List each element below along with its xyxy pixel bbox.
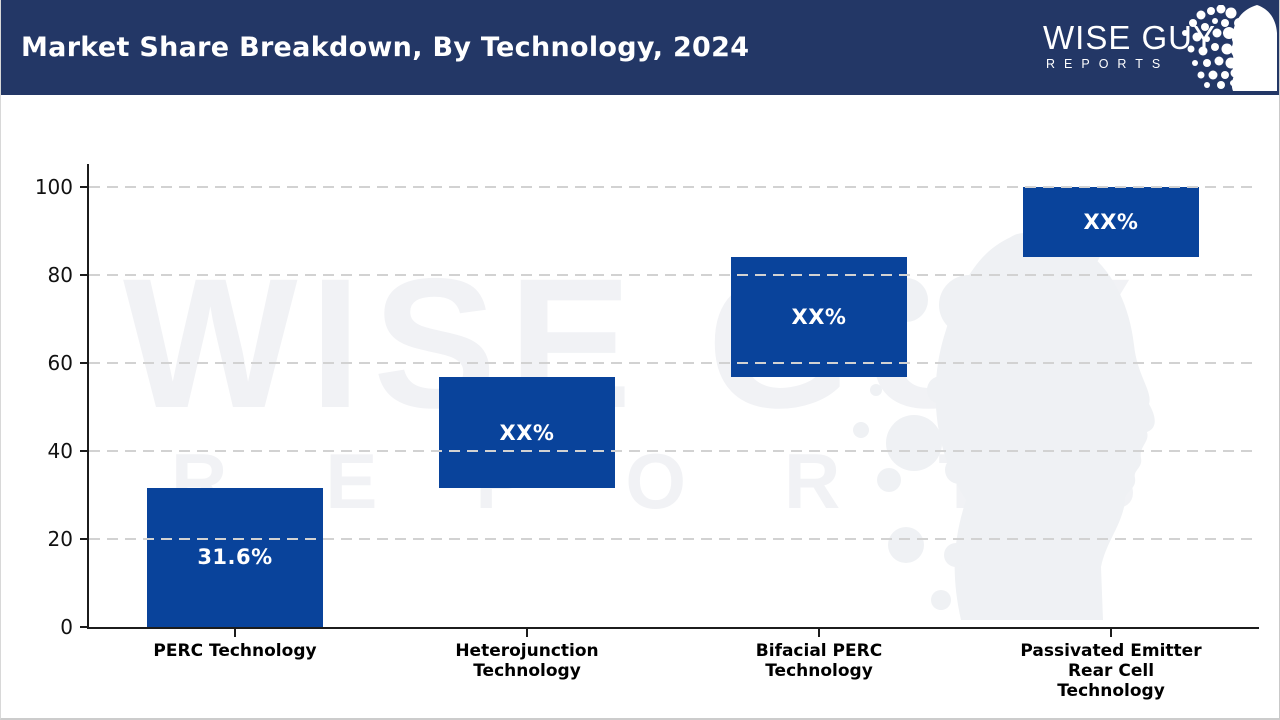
category-label-1: Heterojunction Technology — [377, 641, 677, 681]
y-tick-20 — [80, 538, 88, 540]
category-label-line: Passivated Emitter — [1020, 641, 1202, 661]
y-tick-label-80: 80 — [47, 263, 73, 287]
category-label-3: Passivated Emitter Rear Cell Technology — [961, 641, 1261, 701]
logo-face-icon — [1182, 5, 1277, 91]
x-tick-2 — [818, 629, 820, 637]
y-tick-label-40: 40 — [47, 439, 73, 463]
y-tick-40 — [80, 450, 88, 452]
y-tick-0 — [80, 626, 88, 628]
gridline-80 — [89, 274, 1257, 276]
bar-perc-technology: 31.6% — [147, 487, 323, 627]
category-label-line: PERC Technology — [153, 641, 317, 661]
y-tick-60 — [80, 362, 88, 364]
x-tick-1 — [526, 629, 528, 637]
header-bar: Market Share Breakdown, By Technology, 2… — [1, 0, 1279, 95]
brand-logo: WISE GUY REPORTS — [1029, 5, 1277, 91]
logo-subtitle: REPORTS — [1046, 57, 1170, 71]
gridline-20 — [89, 538, 1257, 540]
x-tick-3 — [1110, 629, 1112, 637]
y-tick-label-60: 60 — [47, 351, 73, 375]
category-label-line: Technology — [473, 661, 581, 681]
y-tick-100 — [80, 186, 88, 188]
bar-value-label: XX% — [499, 420, 555, 445]
y-tick-label-0: 0 — [60, 615, 73, 639]
bar-value-label: 31.6% — [197, 545, 273, 570]
gridline-100 — [89, 186, 1257, 188]
category-label-0: PERC Technology — [85, 641, 385, 661]
category-label-line: Bifacial PERC — [755, 641, 883, 661]
y-tick-80 — [80, 274, 88, 276]
y-tick-label-100: 100 — [34, 175, 73, 199]
bar-passivated-emitter-rear-cell-technology: XX% — [1023, 187, 1199, 257]
x-axis-line — [87, 627, 1259, 629]
y-tick-label-20: 20 — [47, 527, 73, 551]
category-label-line: Technology — [765, 661, 873, 681]
gridline-40 — [89, 450, 1257, 452]
category-label-line: Technology — [1057, 681, 1165, 701]
category-label-line: Heterojunction — [455, 641, 599, 661]
bar-value-label: XX% — [1083, 209, 1139, 234]
bar-value-label: XX% — [791, 304, 847, 329]
x-tick-0 — [234, 629, 236, 637]
category-label-2: Bifacial PERC Technology — [669, 641, 969, 681]
category-label-line: Rear Cell — [1067, 661, 1155, 681]
page-title: Market Share Breakdown, By Technology, 2… — [21, 32, 750, 63]
bar-heterojunction-technology: XX% — [439, 377, 615, 488]
gridline-60 — [89, 362, 1257, 364]
y-axis-line — [87, 164, 89, 629]
logo-text: WISE GUY REPORTS — [1043, 21, 1216, 71]
logo-wordmark: WISE GUY — [1043, 19, 1217, 56]
bar-bifacial-perc-technology: XX% — [731, 256, 907, 378]
